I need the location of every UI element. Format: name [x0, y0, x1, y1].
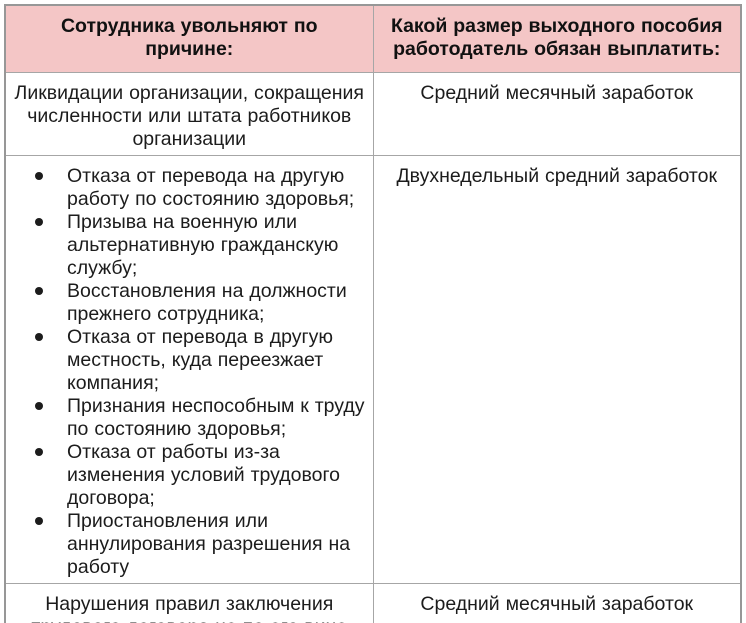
reason-cell: Отказа от перевода на другую работу по с…	[4, 154, 374, 584]
header-payment: Какой размер выходного пособия работодат…	[372, 4, 742, 73]
table-row: Отказа от перевода на другую работу по с…	[4, 154, 742, 584]
header-reason: Сотрудника увольняют по причине:	[4, 4, 374, 73]
list-item: Отказа от перевода на другую работу по с…	[35, 165, 369, 211]
reason-list: Отказа от перевода на другую работу по с…	[35, 165, 369, 579]
payment-cell: Средний месячный заработок	[372, 71, 742, 156]
payment-cell: Средний месячный заработок	[372, 582, 742, 623]
list-item: Восстановления на должности прежнего сот…	[35, 280, 369, 326]
list-item: Призыва на военную или альтернативную гр…	[35, 211, 369, 280]
list-item: Признания неспособным к труду по состоян…	[35, 395, 369, 441]
table-row: Ликвидации организации, сокращения числе…	[4, 71, 742, 156]
list-item: Приостановления или аннулирования разреш…	[35, 510, 369, 579]
table-row: Нарушения правил заключения трудового до…	[4, 582, 742, 623]
list-item: Отказа от работы из-за изменения условий…	[35, 441, 369, 510]
list-item: Отказа от перевода в другую местность, к…	[35, 326, 369, 395]
reason-cell: Ликвидации организации, сокращения числе…	[4, 71, 374, 156]
severance-table: Сотрудника увольняют по причине: Какой р…	[4, 4, 742, 623]
payment-cell: Двухнедельный средний заработок	[372, 154, 742, 584]
header-row: Сотрудника увольняют по причине: Какой р…	[4, 4, 742, 73]
reason-cell: Нарушения правил заключения трудового до…	[4, 582, 374, 623]
